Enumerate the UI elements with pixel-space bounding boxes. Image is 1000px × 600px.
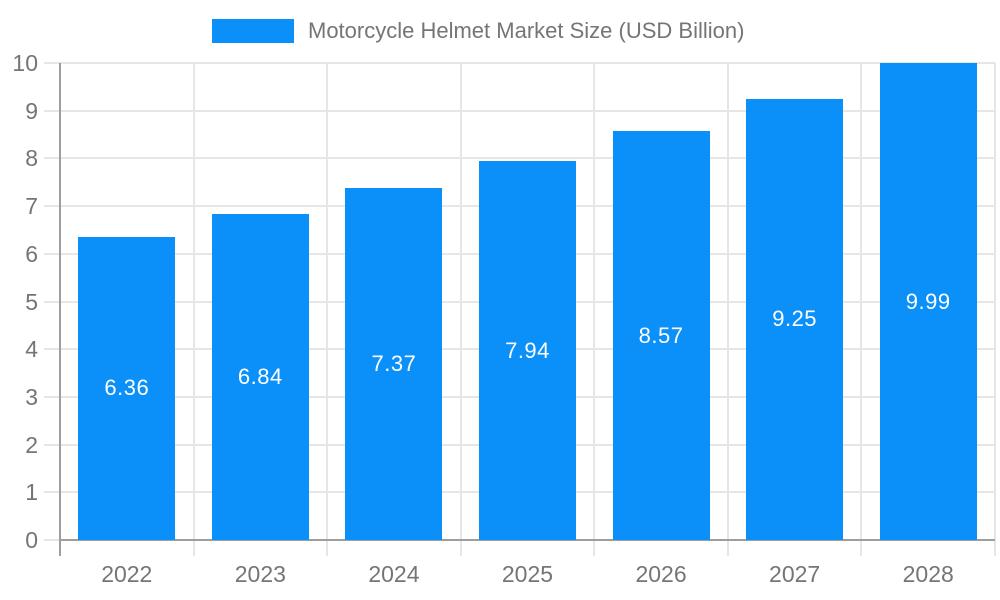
bar-value-label: 6.36	[104, 375, 150, 401]
bar: 7.94	[479, 161, 576, 540]
y-axis-tick-label: 2	[25, 431, 38, 458]
bar: 9.25	[746, 98, 844, 540]
bar: 9.99	[879, 63, 977, 540]
y-axis-tick-label: 0	[25, 527, 38, 553]
legend-swatch	[212, 19, 294, 43]
y-axis-tick-label: 10	[12, 50, 38, 76]
y-axis-line	[59, 63, 61, 556]
x-axis-tick-label: 2023	[234, 561, 286, 587]
bar-value-label: 9.99	[905, 288, 951, 314]
y-axis-tick-label: 4	[25, 336, 38, 363]
x-axis-tick-label: 2027	[769, 561, 821, 587]
bar-value-label: 8.57	[638, 322, 684, 348]
bar-value-label: 7.37	[371, 351, 417, 377]
legend-label: Motorcycle Helmet Market Size (USD Billi…	[308, 18, 745, 43]
y-axis-tick-label: 6	[25, 240, 38, 267]
y-axis-tick-label: 9	[25, 97, 38, 124]
x-axis-tick-label: 2022	[101, 561, 153, 587]
y-axis-tick-label: 8	[25, 145, 38, 172]
bar: 8.57	[612, 131, 710, 540]
y-axis-tick-label: 3	[25, 383, 38, 410]
legend: Motorcycle Helmet Market Size (USD Billi…	[212, 17, 744, 45]
x-gridline	[994, 63, 996, 556]
y-gridline	[44, 62, 995, 64]
x-gridline	[726, 63, 729, 556]
y-gridline	[44, 109, 995, 112]
y-gridline	[44, 157, 995, 160]
x-gridline	[192, 63, 195, 556]
bar: 6.84	[211, 213, 309, 540]
bar: 6.36	[78, 236, 176, 540]
y-axis-tick-label: 1	[25, 479, 38, 506]
x-axis-line	[60, 539, 995, 541]
x-axis-tick-label: 2025	[501, 561, 554, 587]
x-gridline	[593, 63, 596, 556]
y-axis-tick-label: 7	[25, 193, 38, 220]
bar: 7.37	[345, 188, 443, 540]
x-gridline	[860, 63, 863, 556]
y-axis-tick-label: 5	[25, 288, 38, 315]
bar-value-label: 9.25	[772, 306, 818, 332]
x-axis-tick-label: 2024	[368, 561, 420, 587]
x-gridline	[326, 63, 329, 556]
bar-value-label: 7.94	[505, 337, 550, 363]
bar-value-label: 6.84	[237, 363, 283, 389]
x-gridline	[459, 63, 462, 556]
x-axis-tick-label: 2028	[902, 561, 954, 587]
x-axis-tick-label: 2026	[635, 561, 687, 587]
